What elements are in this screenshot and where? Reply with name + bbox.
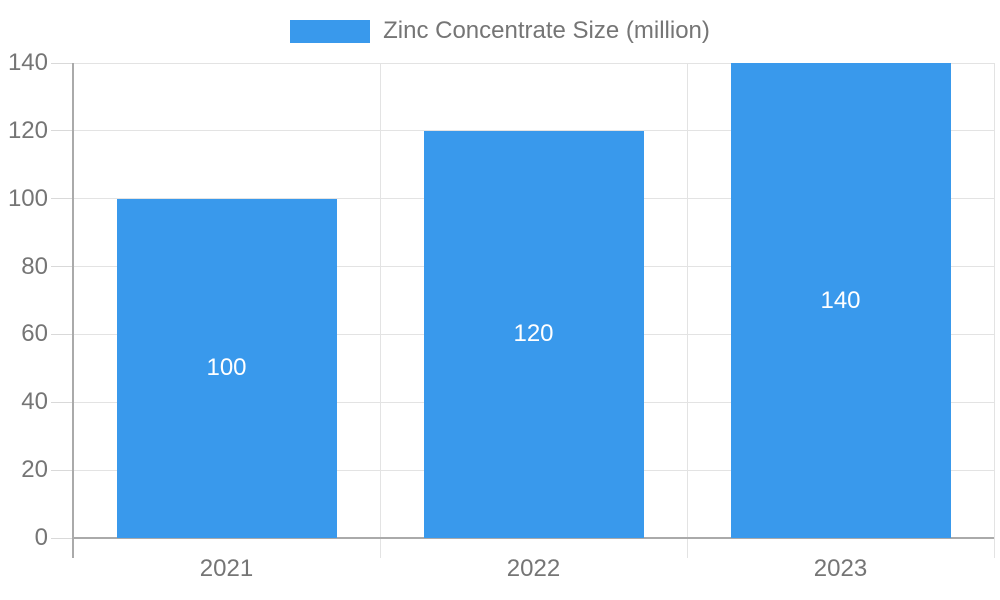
x-gridline [379, 63, 381, 558]
y-axis-tick [51, 469, 73, 471]
bar-value-label: 120 [513, 320, 554, 348]
y-axis-tick-label: 0 [34, 524, 48, 551]
x-axis-category-label: 2021 [199, 555, 254, 582]
y-axis-line [72, 63, 74, 558]
y-axis-tick-label: 120 [7, 116, 48, 144]
legend-color-swatch [290, 19, 371, 43]
y-gridline [73, 62, 994, 64]
x-axis-line [73, 537, 994, 539]
x-axis-category-label: 2023 [813, 555, 868, 582]
x-gridline [686, 63, 688, 558]
legend-series-label: Zinc Concentrate Size (million) [383, 17, 710, 44]
y-axis-tick-label: 40 [21, 388, 48, 416]
y-axis-tick-label: 100 [7, 184, 48, 212]
y-axis-tick [51, 130, 73, 132]
y-axis-tick [51, 62, 73, 64]
bar-2023 [730, 63, 951, 538]
bar-2021 [116, 198, 337, 538]
y-axis-tick-label: 60 [21, 320, 48, 348]
y-axis-tick-label: 80 [21, 252, 48, 280]
bar-value-label: 140 [820, 286, 861, 314]
y-axis-tick [51, 537, 73, 539]
bar-value-label: 100 [206, 354, 247, 382]
y-axis-tick [51, 333, 73, 335]
y-axis-tick [51, 198, 73, 200]
x-axis-category-label: 2022 [506, 555, 561, 582]
y-axis-tick [51, 266, 73, 268]
x-gridline [993, 63, 995, 558]
y-axis-tick-label: 20 [21, 456, 48, 484]
y-axis-tick [51, 401, 73, 403]
y-axis-tick-label: 140 [7, 49, 48, 76]
chart-legend: Zinc Concentrate Size (million) [0, 17, 1000, 45]
bar-2022 [423, 130, 644, 538]
plot-area: 0 20 40 60 80 100 120 140 100 2021 120 2022 140 2023 [8, 49, 995, 582]
